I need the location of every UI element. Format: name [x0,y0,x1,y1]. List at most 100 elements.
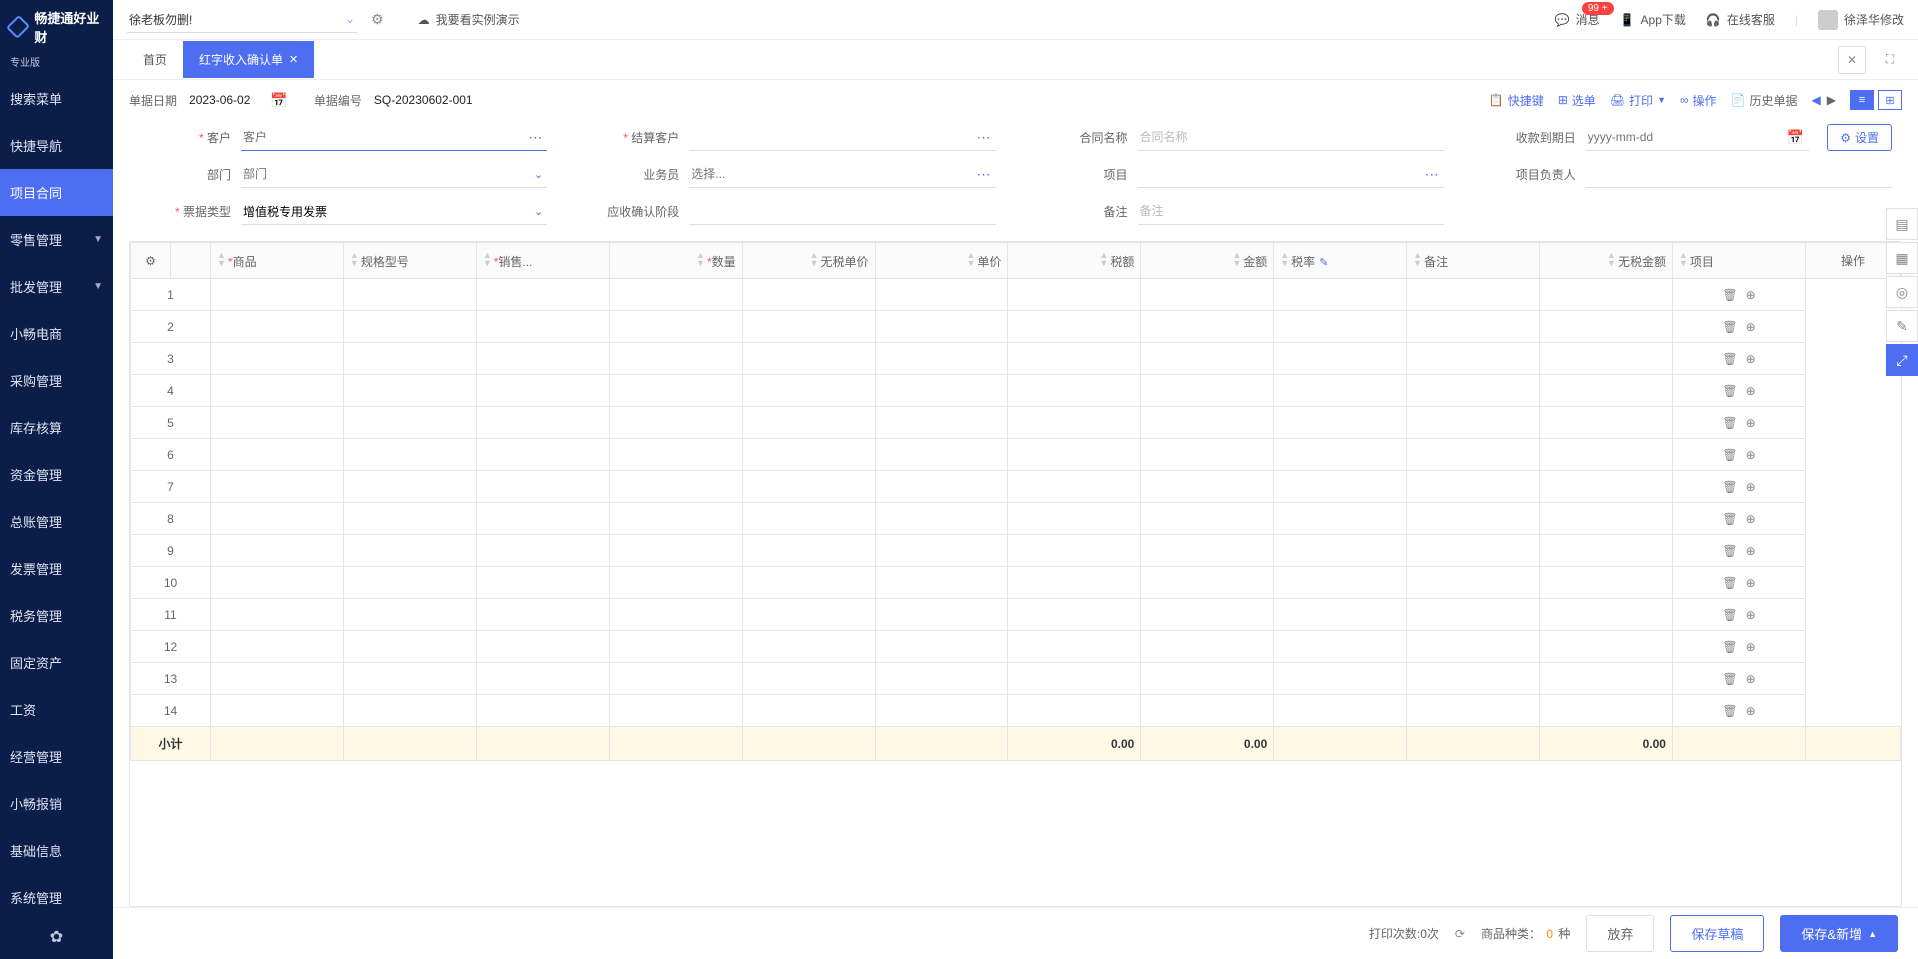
refresh-icon[interactable]: ⟳ [1455,927,1465,941]
save-draft-button[interactable]: 保存草稿 [1670,915,1764,952]
rail-item-2[interactable]: ▦ [1886,242,1918,274]
col-spec[interactable]: ▲▼规格型号 [343,243,476,279]
more-icon[interactable]: ⋯ [1421,166,1444,183]
edit-icon[interactable]: ✎ [1319,257,1328,269]
col-price[interactable]: ▲▼单价 [875,243,1008,279]
online-service-button[interactable]: 🎧 在线客服 [1706,11,1775,28]
demo-link[interactable]: ☁ 我要看实例演示 [418,11,520,28]
add-icon[interactable]: ⊕ [1746,608,1756,622]
settle-customer-input[interactable] [689,124,972,150]
sidebar-item-13[interactable]: 工资 [0,686,113,733]
sidebar-item-12[interactable]: 固定资产 [0,639,113,686]
table-row[interactable]: 12🗑⊕ [131,631,1901,663]
col-remark[interactable]: ▲▼备注 [1407,243,1540,279]
table-row[interactable]: 2🗑⊕ [131,311,1901,343]
col-price-notax[interactable]: ▲▼无税单价 [742,243,875,279]
sidebar-item-11[interactable]: 税务管理 [0,592,113,639]
settings-button[interactable]: ⚙设置 [1827,124,1892,151]
view-grid-button[interactable]: ⊞ [1878,90,1902,110]
sidebar-item-4[interactable]: 批发管理▼ [0,263,113,310]
chevron-down-icon[interactable]: ⌄ [530,168,547,181]
delete-icon[interactable]: 🗑 [1722,352,1737,366]
col-taxrate[interactable]: ▲▼税率✎ [1274,243,1407,279]
delete-icon[interactable]: 🗑 [1722,480,1737,494]
dept-input[interactable] [241,161,530,187]
add-icon[interactable]: ⊕ [1746,352,1756,366]
col-amount[interactable]: ▲▼金额 [1141,243,1274,279]
table-row[interactable]: 13🗑⊕ [131,663,1901,695]
invoice-type-input[interactable] [241,198,530,224]
view-list-button[interactable]: ≡ [1850,90,1874,110]
rail-item-5[interactable]: ⤢ [1886,344,1918,376]
due-date-input[interactable] [1586,124,1783,150]
more-icon[interactable]: ⋯ [973,129,996,146]
tab-home[interactable]: 首页 [127,41,183,78]
project-leader-input[interactable] [1586,161,1892,188]
table-row[interactable]: 8🗑⊕ [131,503,1901,535]
delete-icon[interactable]: 🗑 [1722,672,1737,686]
history-button[interactable]: 📄历史单据 [1731,92,1798,109]
contract-name-input[interactable] [1138,124,1444,151]
user-menu[interactable]: 徐泽华修改 [1818,10,1904,30]
sidebar-item-0[interactable]: 搜索菜单 [0,75,113,122]
app-download-button[interactable]: 📱 App下载 [1620,11,1686,28]
sidebar-item-16[interactable]: 基础信息 [0,827,113,874]
add-icon[interactable]: ⊕ [1746,672,1756,686]
select-button[interactable]: ⊞选单 [1558,92,1596,109]
table-row[interactable]: 4🗑⊕ [131,375,1901,407]
table-row[interactable]: 14🗑⊕ [131,695,1901,727]
sidebar-item-7[interactable]: 库存核算 [0,404,113,451]
operation-button[interactable]: ∞操作 [1680,92,1717,109]
calendar-icon[interactable]: 📅 [270,92,287,109]
more-icon[interactable]: ⋯ [973,166,996,183]
table-row[interactable]: 6🗑⊕ [131,439,1901,471]
close-all-button[interactable]: ✕ [1838,46,1866,74]
fullscreen-button[interactable]: ⛶ [1876,46,1904,74]
discard-button[interactable]: 放弃 [1586,915,1654,952]
sidebar-item-3[interactable]: 零售管理▼ [0,216,113,263]
project-input[interactable] [1138,161,1421,187]
table-row[interactable]: 1🗑⊕ [131,279,1901,311]
delete-icon[interactable]: 🗑 [1722,576,1737,590]
salesperson-input[interactable] [689,161,972,187]
delete-icon[interactable]: 🗑 [1722,416,1737,430]
confirm-phase-input[interactable] [689,198,995,225]
col-project[interactable]: ▲▼项目 [1672,243,1805,279]
col-sale[interactable]: ▲▼*销售... [476,243,609,279]
table-row[interactable]: 9🗑⊕ [131,535,1901,567]
add-icon[interactable]: ⊕ [1746,640,1756,654]
delete-icon[interactable]: 🗑 [1722,384,1737,398]
print-button[interactable]: 🖨打印▼ [1610,92,1666,109]
sidebar-item-14[interactable]: 经营管理 [0,733,113,780]
delete-icon[interactable]: 🗑 [1722,320,1737,334]
add-icon[interactable]: ⊕ [1746,384,1756,398]
next-button[interactable]: ▶ [1827,93,1836,107]
sidebar-item-8[interactable]: 资金管理 [0,451,113,498]
col-settings[interactable]: ⚙ [131,243,171,279]
add-icon[interactable]: ⊕ [1746,416,1756,430]
delete-icon[interactable]: 🗑 [1722,704,1737,718]
add-icon[interactable]: ⊕ [1746,288,1756,302]
remark-input[interactable] [1138,198,1444,225]
add-icon[interactable]: ⊕ [1746,704,1756,718]
delete-icon[interactable]: 🗑 [1722,512,1737,526]
sidebar-item-15[interactable]: 小畅报销 [0,780,113,827]
rail-item-4[interactable]: ✎ [1886,310,1918,342]
rail-item-1[interactable]: ▤ [1886,208,1918,240]
delete-icon[interactable]: 🗑 [1722,640,1737,654]
customer-input[interactable] [241,124,524,150]
sidebar-item-2[interactable]: 项目合同 [0,169,113,216]
add-icon[interactable]: ⊕ [1746,480,1756,494]
messages-button[interactable]: 💬 消息 99 + [1555,11,1600,28]
col-amount-notax[interactable]: ▲▼无税金额 [1540,243,1673,279]
sidebar-item-17[interactable]: 系统管理 [0,874,113,915]
prev-button[interactable]: ◀ [1812,93,1821,107]
sidebar-settings[interactable]: ✿ [0,915,113,959]
col-tax[interactable]: ▲▼税额 [1008,243,1141,279]
add-icon[interactable]: ⊕ [1746,576,1756,590]
chevron-down-icon[interactable]: ⌄ [530,205,547,218]
rail-item-3[interactable]: ◎ [1886,276,1918,308]
save-new-button[interactable]: 保存&新增▲ [1780,915,1898,952]
sidebar-item-5[interactable]: 小畅电商 [0,310,113,357]
calendar-icon[interactable]: 📅 [1783,129,1809,146]
